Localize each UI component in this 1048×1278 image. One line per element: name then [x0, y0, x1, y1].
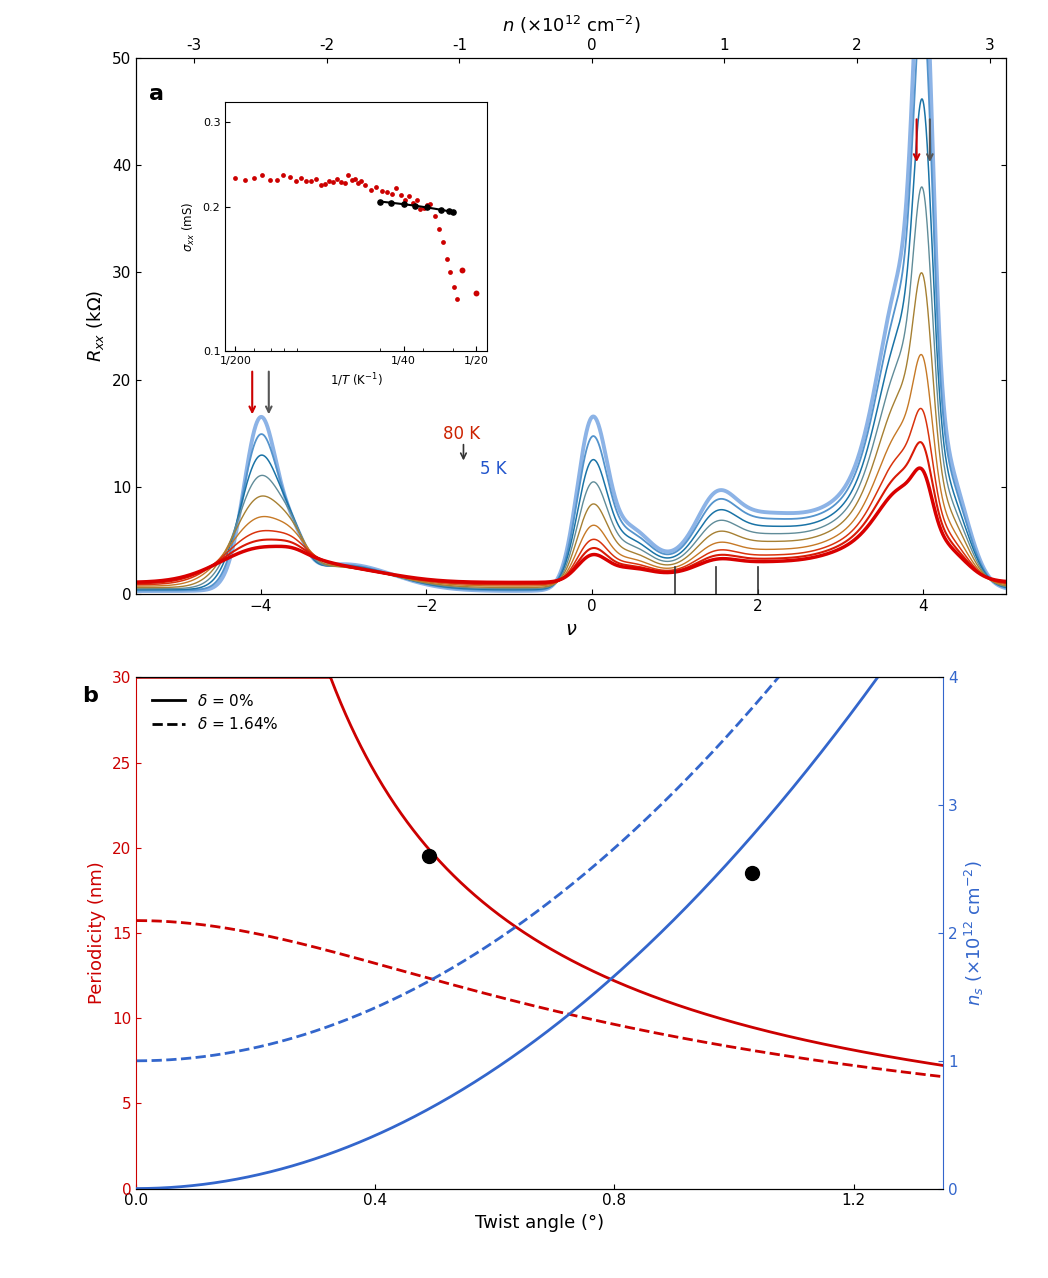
X-axis label: $\nu$: $\nu$ — [565, 620, 577, 639]
Point — [405, 193, 421, 213]
Point — [372, 192, 389, 212]
Point — [316, 174, 333, 194]
Point — [419, 196, 436, 216]
Point — [415, 198, 432, 219]
Point — [347, 169, 364, 189]
Legend: $\delta$ = 0%, $\delta$ = 1.64%: $\delta$ = 0%, $\delta$ = 1.64% — [144, 685, 286, 740]
Point — [298, 170, 314, 190]
Point — [420, 846, 437, 866]
Point — [368, 176, 385, 197]
Point — [363, 179, 379, 199]
Point — [340, 165, 356, 185]
Point — [353, 171, 370, 192]
Point — [431, 219, 447, 239]
Point — [384, 184, 400, 204]
Point — [419, 197, 436, 217]
Point — [329, 169, 346, 189]
Point — [408, 190, 424, 211]
Text: 5 K: 5 K — [480, 460, 506, 478]
Point — [336, 173, 353, 193]
Point — [434, 233, 451, 253]
Point — [254, 165, 270, 185]
Point — [356, 175, 373, 196]
Point — [281, 167, 298, 188]
Point — [396, 189, 413, 210]
Point — [308, 169, 325, 189]
Point — [438, 249, 455, 270]
Point — [261, 170, 278, 190]
Point — [442, 262, 459, 282]
Point — [333, 171, 350, 192]
Y-axis label: Periodicity (nm): Periodicity (nm) — [88, 861, 107, 1005]
Point — [454, 259, 471, 280]
Point — [275, 165, 291, 185]
Point — [407, 196, 423, 216]
Point — [325, 173, 342, 193]
Y-axis label: $R_{xx}$ (k$\Omega$): $R_{xx}$ (k$\Omega$) — [86, 290, 107, 362]
X-axis label: Twist angle (°): Twist angle (°) — [475, 1214, 605, 1232]
Text: 80 K: 80 K — [442, 424, 480, 442]
Point — [292, 167, 309, 188]
Point — [344, 170, 361, 190]
Y-axis label: $n_s$ ($\times10^{12}$ cm$^{-2}$): $n_s$ ($\times10^{12}$ cm$^{-2}$) — [963, 860, 986, 1006]
Point — [312, 175, 329, 196]
Point — [433, 199, 450, 220]
Point — [449, 289, 465, 309]
X-axis label: $n$ ($\times10^{12}$ cm$^{-2}$): $n$ ($\times10^{12}$ cm$^{-2}$) — [502, 14, 640, 36]
Point — [412, 198, 429, 219]
Point — [303, 170, 320, 190]
Point — [422, 193, 439, 213]
Point — [388, 178, 405, 198]
X-axis label: 1/$T$ (K$^{-1}$): 1/$T$ (K$^{-1}$) — [330, 372, 383, 390]
Text: a: a — [149, 84, 163, 105]
Point — [743, 863, 760, 883]
Point — [467, 284, 484, 304]
Point — [440, 201, 457, 221]
Point — [400, 185, 417, 206]
Point — [287, 170, 304, 190]
Point — [373, 180, 390, 201]
Point — [350, 173, 367, 193]
Text: b: b — [83, 686, 99, 705]
Point — [392, 185, 409, 206]
Point — [378, 181, 395, 202]
Point — [227, 167, 244, 188]
Point — [427, 206, 443, 226]
Point — [444, 202, 461, 222]
Point — [321, 171, 337, 192]
Point — [245, 167, 262, 188]
Point — [237, 170, 254, 190]
Point — [445, 277, 462, 298]
Y-axis label: $\sigma_{xx}$ (mS): $\sigma_{xx}$ (mS) — [181, 202, 197, 252]
Point — [395, 194, 412, 215]
Point — [268, 170, 285, 190]
Point — [383, 193, 399, 213]
